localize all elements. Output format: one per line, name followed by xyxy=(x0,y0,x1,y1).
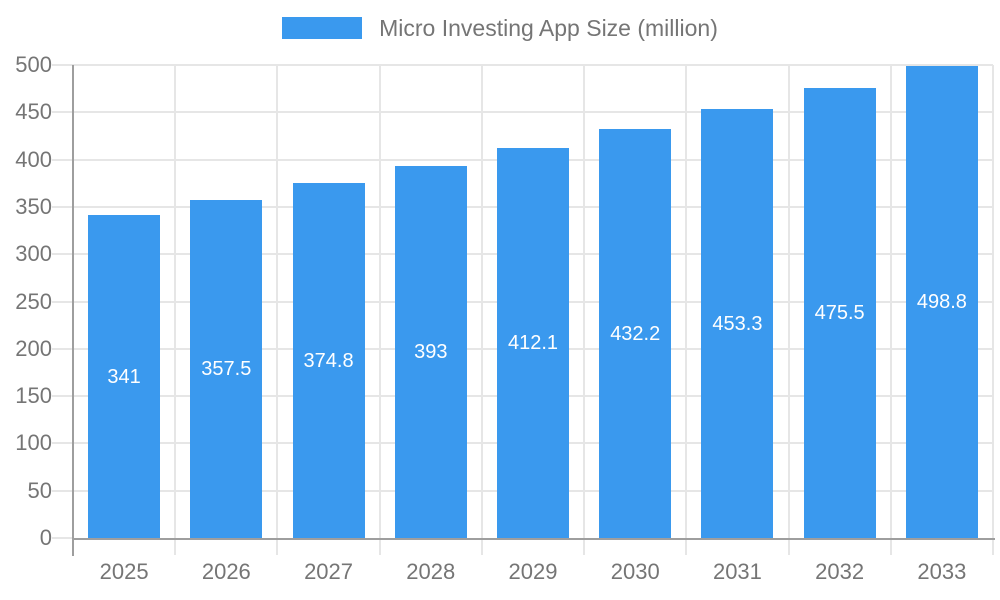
bar-value-label: 357.5 xyxy=(201,357,252,380)
v-gridline xyxy=(992,65,994,538)
bar-value-label: 453.3 xyxy=(712,312,763,335)
bar-value-label: 498.8 xyxy=(916,291,967,314)
y-axis-tick xyxy=(52,300,73,303)
y-axis-tick xyxy=(52,158,73,161)
y-axis-tick-label: 350 xyxy=(15,193,52,219)
x-axis-line xyxy=(72,538,995,540)
y-axis-tick-label: 250 xyxy=(15,288,52,314)
bar-value-label: 341 xyxy=(107,365,141,388)
plot-area: 0 50 100 150 200 250 300 350 400 450 500 341 2025 357… xyxy=(15,52,994,584)
bar-value-label: 393 xyxy=(414,341,448,364)
y-axis-tick-label: 450 xyxy=(15,99,52,125)
y-axis-tick-label: 150 xyxy=(15,383,52,409)
bar xyxy=(905,66,978,538)
y-axis-tick xyxy=(52,347,73,350)
x-axis-tick xyxy=(992,538,994,555)
bar xyxy=(701,109,774,538)
v-gridline xyxy=(378,65,381,538)
v-gridline xyxy=(889,65,892,538)
v-gridline xyxy=(480,65,483,538)
bar xyxy=(394,166,467,538)
bar xyxy=(803,88,876,538)
y-axis-tick-label: 500 xyxy=(15,52,52,77)
x-axis-tick-label: 2028 xyxy=(406,559,456,584)
y-axis-tick-label: 400 xyxy=(15,146,52,172)
x-axis-tick xyxy=(276,538,279,555)
x-axis-tick-label: 2027 xyxy=(304,559,354,584)
y-axis-line xyxy=(72,65,74,556)
y-axis-tick xyxy=(52,537,73,539)
x-axis-tick xyxy=(480,538,483,555)
y-axis-tick-label: 0 xyxy=(39,525,52,550)
x-axis-tick xyxy=(787,538,790,555)
x-axis-tick xyxy=(378,538,381,555)
x-axis-tick-label: 2026 xyxy=(201,559,251,584)
bar-value-label: 374.8 xyxy=(303,349,354,372)
y-axis-tick xyxy=(52,64,73,66)
x-axis-tick-label: 2025 xyxy=(99,559,149,584)
v-gridline xyxy=(787,65,790,538)
h-gridline xyxy=(73,111,993,114)
bar-value-label: 412.1 xyxy=(507,332,559,355)
x-axis-tick-label: 2030 xyxy=(610,559,660,584)
x-axis-tick-label: 2033 xyxy=(917,559,967,584)
v-gridline xyxy=(583,65,586,538)
v-gridline xyxy=(276,65,279,538)
legend-label: Micro Investing App Size (million) xyxy=(379,15,718,41)
bar xyxy=(190,199,263,538)
h-gridline xyxy=(73,64,993,66)
y-axis-tick-label: 100 xyxy=(15,430,52,456)
legend-swatch xyxy=(282,17,363,39)
y-axis-tick-label: 50 xyxy=(27,477,52,503)
bar xyxy=(497,148,569,538)
y-axis-tick xyxy=(52,111,73,114)
bar-value-label: 432.2 xyxy=(610,322,661,345)
bar xyxy=(88,215,161,538)
x-axis-tick xyxy=(583,538,586,555)
chart-legend: Micro Investing App Size (million) xyxy=(0,14,1000,42)
y-axis-tick xyxy=(52,489,73,492)
y-axis-tick-label: 200 xyxy=(15,335,52,361)
bar-value-label: 475.5 xyxy=(814,302,865,325)
y-axis-tick-label: 300 xyxy=(15,241,52,267)
y-axis-tick xyxy=(52,253,73,256)
bar xyxy=(292,183,365,538)
v-gridline xyxy=(685,65,688,538)
x-axis-tick xyxy=(685,538,688,555)
x-axis-tick-label: 2032 xyxy=(815,559,865,584)
v-gridline xyxy=(174,65,177,538)
y-axis-tick xyxy=(52,395,73,398)
x-axis-tick xyxy=(174,538,177,555)
bar xyxy=(599,129,672,538)
x-axis-tick-label: 2029 xyxy=(508,559,558,584)
x-axis-tick-label: 2031 xyxy=(712,559,762,584)
y-axis-tick xyxy=(52,442,73,445)
y-axis-tick xyxy=(52,205,73,208)
x-axis-tick xyxy=(889,538,892,555)
